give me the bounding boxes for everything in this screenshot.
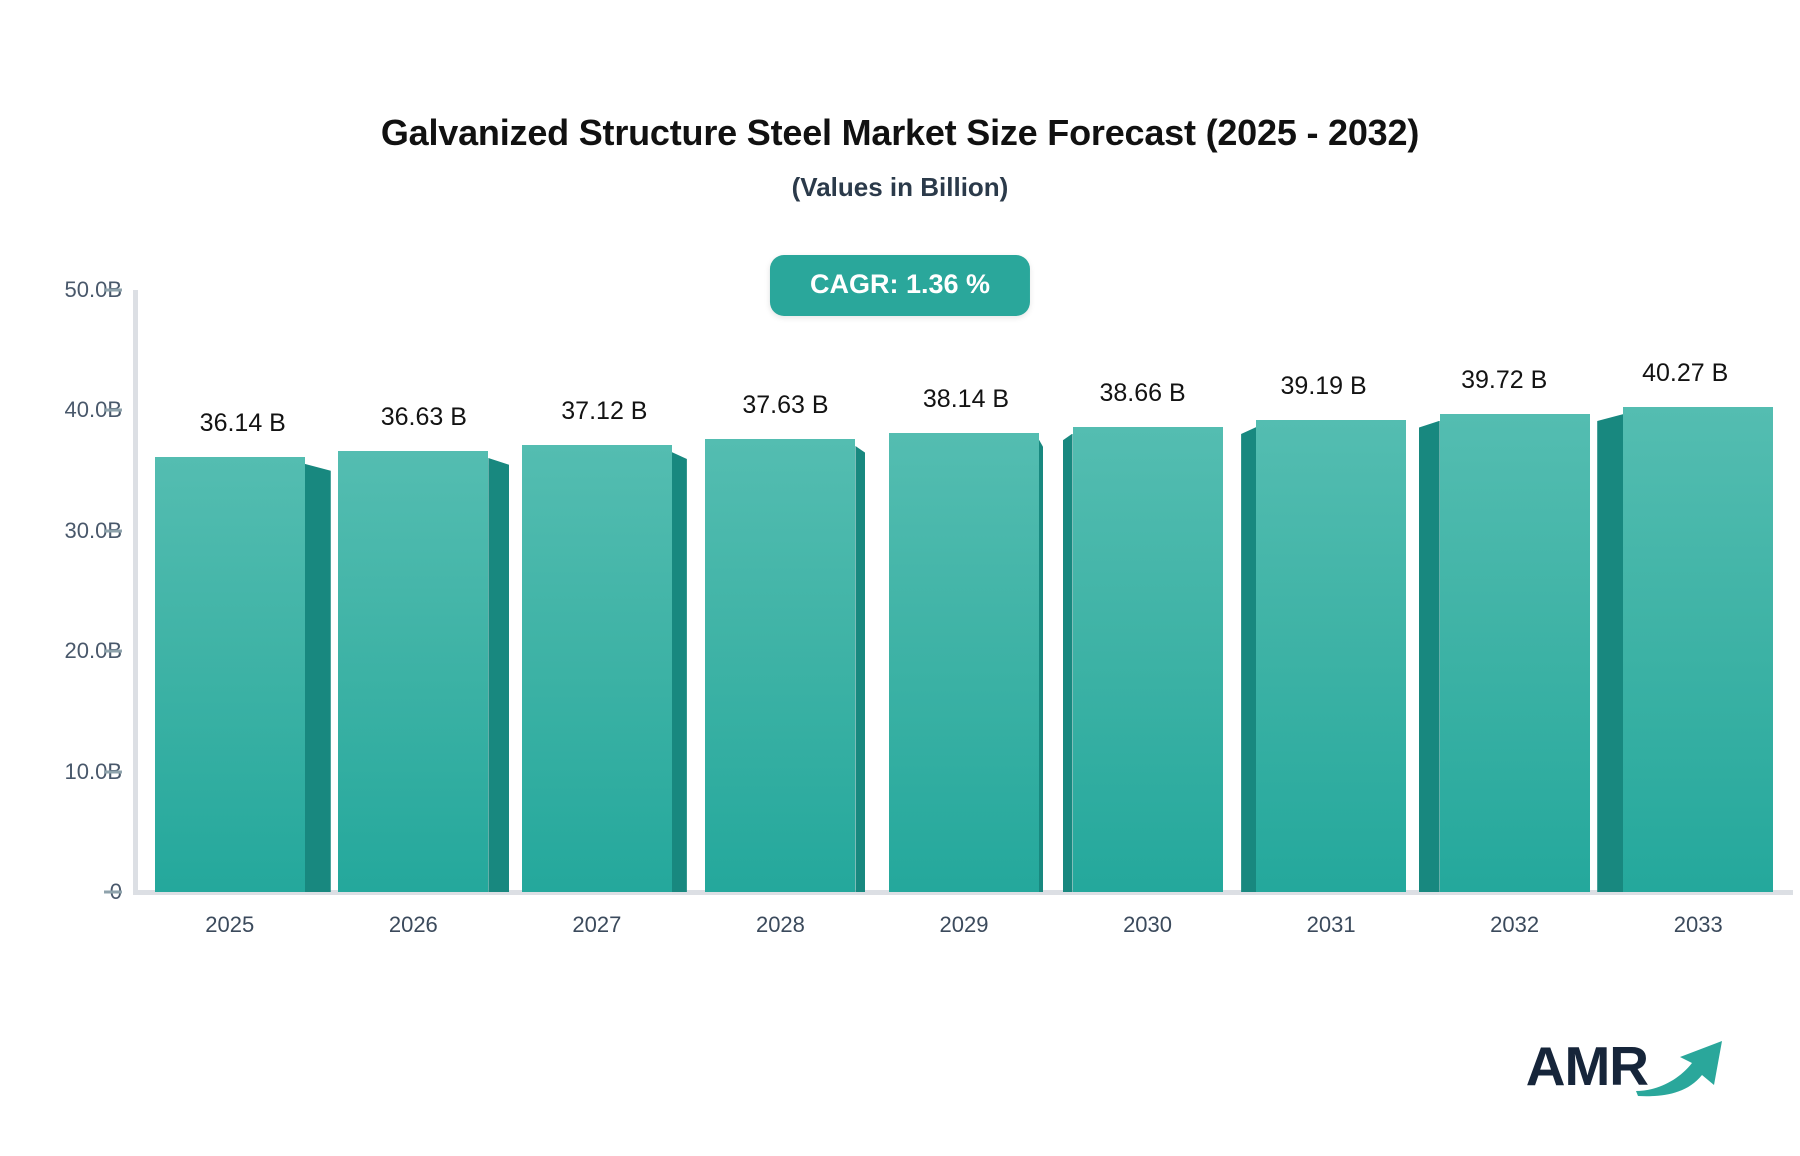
bar-front-face bbox=[521, 445, 672, 892]
page-title: Galvanized Structure Steel Market Size F… bbox=[380, 112, 1420, 153]
x-tick-label: 2031 bbox=[1306, 912, 1356, 937]
bar-side-face bbox=[1418, 420, 1440, 892]
bar-side-face bbox=[1062, 433, 1073, 892]
bar-value-label: 39.72 B bbox=[1461, 365, 1548, 394]
bar-2027[interactable] bbox=[521, 445, 687, 892]
bar-front-face bbox=[889, 432, 1039, 892]
y-tick-mark bbox=[104, 288, 122, 292]
bar-value-label: 38.14 B bbox=[922, 384, 1010, 413]
bar-side-face bbox=[304, 463, 331, 892]
x-tick-label: 2028 bbox=[755, 912, 805, 937]
x-tick-label: 2030 bbox=[1123, 912, 1173, 937]
bar-side-face bbox=[1241, 427, 1257, 892]
y-tick-mark bbox=[104, 408, 122, 412]
bar-value-label: 36.63 B bbox=[380, 402, 467, 431]
bar-front-face bbox=[1072, 426, 1223, 892]
bar-2025[interactable] bbox=[154, 456, 331, 892]
bar-side-face bbox=[488, 457, 510, 892]
bar-front-face bbox=[1256, 420, 1407, 892]
bar-value-label: 40.27 B bbox=[1642, 359, 1729, 388]
bar-value-label: 37.12 B bbox=[561, 397, 648, 426]
bar-value-label: 36.14 B bbox=[199, 408, 286, 437]
x-tick-label: 2032 bbox=[1490, 912, 1540, 937]
bar-2031[interactable] bbox=[1241, 420, 1407, 892]
bar-2029[interactable] bbox=[889, 432, 1043, 892]
bar-front-face bbox=[338, 450, 489, 892]
x-tick-label: 2026 bbox=[388, 912, 438, 937]
bar-2026[interactable] bbox=[338, 450, 510, 892]
bar-side-face bbox=[1597, 414, 1624, 892]
x-tick-label: 2029 bbox=[939, 912, 989, 937]
y-tick-mark bbox=[104, 890, 122, 894]
y-axis-line bbox=[133, 290, 138, 894]
bar-front-face bbox=[705, 438, 856, 892]
bar-side-face bbox=[855, 445, 866, 892]
bar-2033[interactable] bbox=[1597, 407, 1774, 892]
amr-logo-text: AMR bbox=[1525, 1035, 1649, 1097]
bar-2028[interactable] bbox=[705, 438, 866, 892]
amr-logo: AMR bbox=[1526, 1031, 1726, 1102]
bar-2032[interactable] bbox=[1418, 413, 1590, 892]
y-tick-mark bbox=[104, 529, 122, 533]
chart-subtitle: (Values in Billion) bbox=[791, 172, 1009, 202]
bar-front-face bbox=[154, 456, 305, 892]
x-tick-label: 2025 bbox=[205, 912, 255, 937]
bar-side-face bbox=[671, 452, 687, 892]
y-tick-mark bbox=[104, 770, 122, 774]
bar-value-label: 39.19 B bbox=[1280, 372, 1367, 401]
x-axis-line bbox=[133, 890, 1793, 895]
x-tick-label: 2027 bbox=[572, 912, 622, 937]
bar-front-face bbox=[1623, 407, 1774, 892]
cagr-badge: CAGR: 1.36 % bbox=[769, 255, 1031, 316]
x-tick-label: 2033 bbox=[1673, 912, 1723, 937]
arrow-up-right-icon bbox=[1634, 1037, 1726, 1102]
bar-front-face bbox=[1439, 413, 1590, 892]
bar-value-label: 37.63 B bbox=[742, 390, 829, 419]
bar-2030[interactable] bbox=[1062, 426, 1223, 892]
bar-value-label: 38.66 B bbox=[1099, 378, 1186, 407]
y-tick-mark bbox=[104, 649, 122, 653]
bar-side-face bbox=[1039, 439, 1043, 892]
